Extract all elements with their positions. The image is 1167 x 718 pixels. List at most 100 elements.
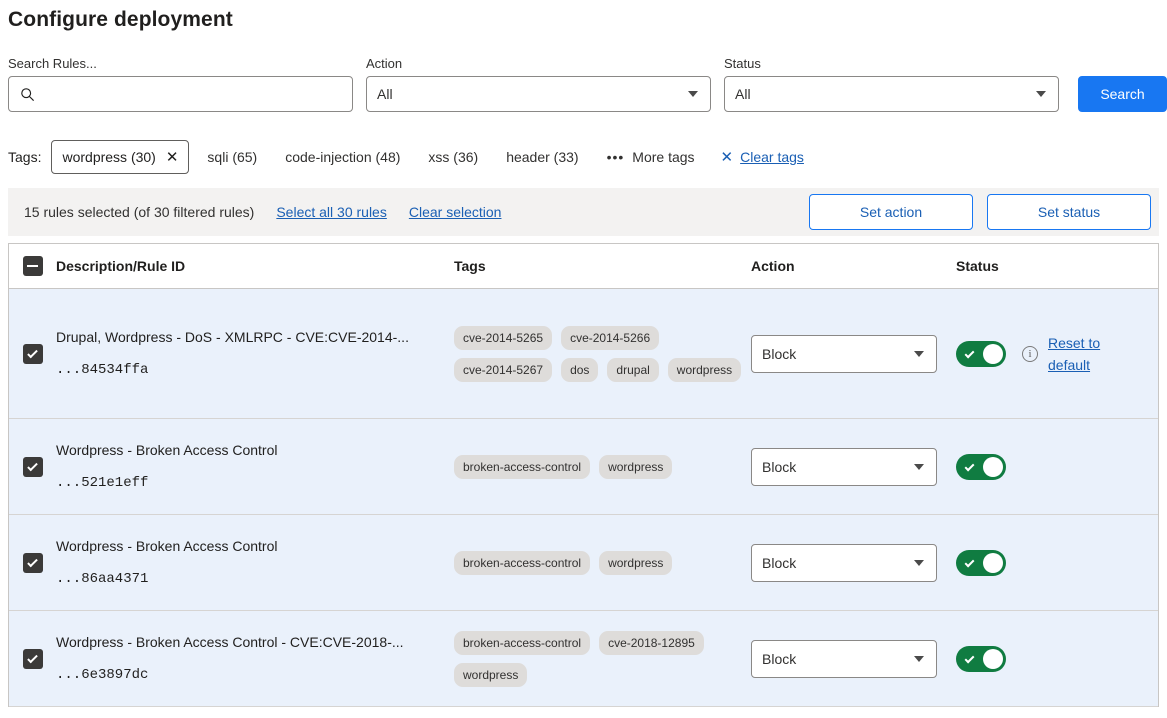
status-toggle[interactable] [956, 549, 1006, 576]
close-icon: ✕ [720, 149, 734, 166]
table-row[interactable]: Wordpress - Broken Access Control - CVE:… [9, 611, 1158, 707]
action-select-value: Block [762, 345, 797, 362]
rule-description-cell: Wordpress - Broken Access Control ...86a… [56, 537, 454, 588]
tag-chip: broken-access-control [454, 550, 591, 575]
tag-chip: cve-2014-5266 [561, 325, 660, 350]
rule-description: Wordpress - Broken Access Control [56, 538, 278, 554]
status-filter-value: All [735, 86, 751, 102]
clear-tags-label: Clear tags [740, 149, 804, 165]
set-action-button[interactable]: Set action [809, 194, 973, 230]
tag-chip: dos [561, 357, 599, 382]
clear-tags-button[interactable]: ✕ Clear tags [721, 148, 804, 166]
rule-action-cell: Block [751, 447, 956, 486]
action-select[interactable]: Block [751, 334, 937, 373]
select-all-checkbox[interactable] [22, 256, 43, 276]
table-row[interactable]: Drupal, Wordpress - DoS - XMLRPC - CVE:C… [9, 289, 1158, 419]
action-select-value: Block [762, 458, 797, 475]
status-toggle[interactable] [956, 453, 1006, 480]
status-filter-select[interactable]: All [724, 76, 1059, 112]
table-row[interactable]: Wordpress - Broken Access Control ...521… [9, 419, 1158, 515]
row-checkbox-cell [9, 343, 56, 364]
check-icon [27, 652, 38, 663]
rule-status-cell: i Reset to default [956, 332, 1158, 376]
chevron-down-icon [688, 91, 698, 97]
more-tags-label: More tags [632, 149, 695, 165]
toggle-knob [983, 343, 1003, 364]
tag-chip: wordpress [667, 357, 742, 382]
rule-id: ...84534ffa [56, 362, 149, 378]
tag-chip-list: broken-access-control wordpress [454, 550, 744, 575]
rule-tags-cell: broken-access-control cve-2018-12895 wor… [454, 630, 751, 687]
action-select[interactable]: Block [751, 543, 937, 582]
action-select[interactable]: Block [751, 447, 937, 486]
chevron-down-icon [914, 350, 924, 357]
row-checkbox-cell [9, 648, 56, 669]
chevron-down-icon [1036, 91, 1046, 97]
row-select-checkbox[interactable] [22, 552, 43, 573]
check-icon [964, 461, 975, 471]
search-input-box[interactable] [8, 76, 353, 112]
tag-option-xss[interactable]: xss (36) [428, 149, 479, 165]
clear-selection-link[interactable]: Clear selection [408, 204, 502, 220]
tags-label: Tags: [8, 149, 42, 165]
action-filter-label: Action [366, 56, 403, 71]
rule-id: ...6e3897dc [56, 667, 149, 683]
header-checkbox-cell [9, 256, 56, 276]
select-all-link[interactable]: Select all 30 rules [276, 204, 387, 220]
tag-chip: cve-2018-12895 [599, 630, 704, 655]
action-filter-value: All [377, 86, 393, 102]
row-select-checkbox[interactable] [22, 456, 43, 477]
rule-description: Wordpress - Broken Access Control - CVE:… [56, 634, 404, 650]
column-header-status: Status [956, 258, 999, 274]
rule-status-cell [956, 645, 1158, 672]
status-filter-label: Status [724, 56, 761, 71]
tag-option-code-injection[interactable]: code-injection (48) [285, 149, 401, 165]
row-select-checkbox[interactable] [22, 343, 43, 364]
rule-action-cell: Block [751, 543, 956, 582]
search-rules-label: Search Rules... [8, 56, 97, 71]
search-input[interactable] [41, 77, 342, 111]
reset-to-default-link[interactable]: Reset to default [1048, 334, 1101, 373]
rule-tags-cell: cve-2014-5265 cve-2014-5266 cve-2014-526… [454, 325, 751, 382]
check-icon [964, 557, 975, 567]
row-select-checkbox[interactable] [22, 648, 43, 669]
toggle-knob [983, 456, 1003, 477]
rule-action-cell: Block [751, 639, 956, 678]
action-select[interactable]: Block [751, 639, 937, 678]
tag-chip-wordpress-selected[interactable]: wordpress (30) ✕ [51, 140, 190, 174]
selection-toolbar: 15 rules selected (of 30 filtered rules)… [8, 188, 1159, 236]
close-icon[interactable]: ✕ [165, 148, 179, 166]
chevron-down-icon [914, 559, 924, 566]
tag-chip: wordpress [599, 550, 673, 575]
check-icon [964, 348, 975, 358]
action-select-value: Block [762, 554, 797, 571]
set-status-button[interactable]: Set status [987, 194, 1151, 230]
status-toggle[interactable] [956, 645, 1006, 672]
table-row[interactable]: Wordpress - Broken Access Control ...86a… [9, 515, 1158, 611]
rule-status-cell [956, 549, 1158, 576]
info-icon[interactable]: i [1022, 345, 1038, 362]
tag-chip: drupal [607, 357, 659, 382]
ellipsis-icon: ••• [606, 149, 625, 165]
indeterminate-dash-icon [27, 265, 38, 267]
tag-chip: cve-2014-5265 [454, 325, 553, 350]
search-rules-field: Search Rules... [8, 56, 353, 112]
chevron-down-icon [914, 463, 924, 470]
rule-description: Wordpress - Broken Access Control [56, 442, 278, 458]
tag-chip-list: cve-2014-5265 cve-2014-5266 cve-2014-526… [454, 325, 744, 382]
status-toggle[interactable] [956, 340, 1006, 367]
action-filter-select[interactable]: All [366, 76, 711, 112]
check-icon [27, 460, 38, 471]
check-icon [27, 347, 38, 358]
search-button[interactable]: Search [1078, 76, 1167, 112]
status-filter-field: Status All [724, 56, 1059, 112]
rule-description-cell: Wordpress - Broken Access Control ...521… [56, 441, 454, 492]
more-tags-button[interactable]: ••• More tags [607, 149, 695, 165]
tag-chip: broken-access-control [454, 454, 591, 479]
tag-option-header[interactable]: header (33) [506, 149, 579, 165]
check-icon [27, 556, 38, 567]
tag-option-sqli[interactable]: sqli (65) [207, 149, 258, 165]
row-checkbox-cell [9, 456, 56, 477]
rules-table: Description/Rule ID Tags Action Status D… [8, 243, 1159, 707]
